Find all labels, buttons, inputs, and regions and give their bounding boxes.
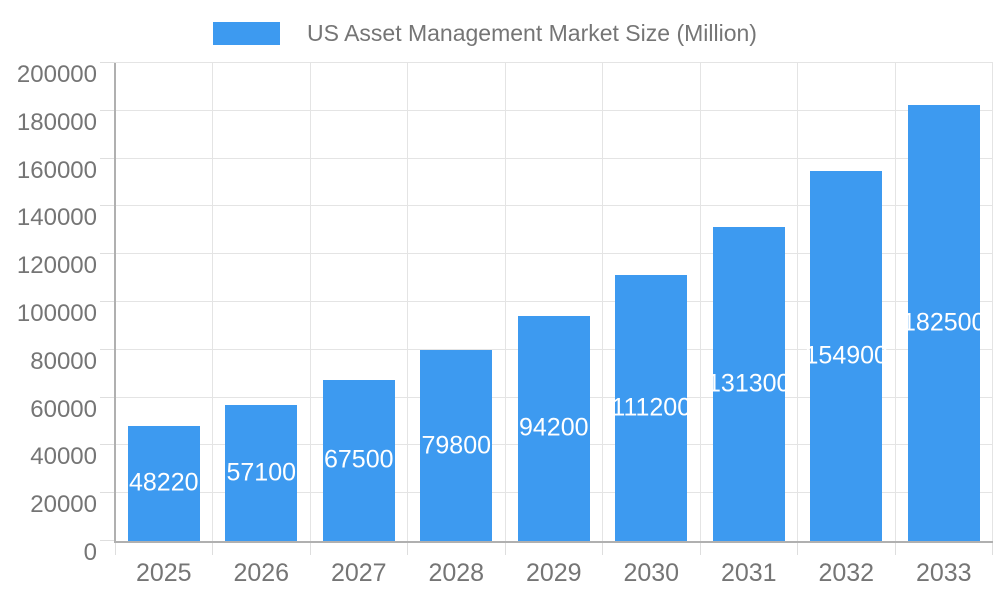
legend[interactable]: US Asset Management Market Size (Million… (213, 22, 757, 45)
bar-2025 (127, 425, 200, 541)
y-axis-label-120000: 120000 (16, 252, 97, 280)
legend-label: US Asset Management Market Size (Million… (307, 20, 757, 46)
gridline-vertical (504, 63, 506, 541)
x-axis-tick (212, 541, 213, 555)
x-axis-label-2030: 2030 (623, 559, 680, 587)
gridline-vertical (992, 63, 993, 541)
x-axis-label-2029: 2029 (525, 559, 582, 587)
x-axis-tick (992, 541, 993, 555)
y-axis-tick (100, 301, 115, 302)
y-axis-tick (100, 540, 115, 541)
y-axis-tick (100, 62, 115, 63)
bar-2033 (907, 104, 980, 541)
bar-2029 (517, 315, 590, 541)
x-axis-label-2033: 2033 (915, 559, 972, 587)
bar-2031 (712, 227, 785, 541)
y-axis-label-180000: 180000 (16, 108, 97, 136)
x-axis-tick (699, 541, 701, 555)
x-axis-label-2032: 2032 (818, 559, 875, 587)
y-axis-label-160000: 160000 (16, 156, 97, 184)
gridline-horizontal (115, 301, 993, 302)
y-axis-tick (100, 205, 115, 207)
y-axis-label-100000: 100000 (16, 300, 97, 327)
x-axis-tick (407, 541, 408, 555)
x-axis-tick (504, 541, 506, 555)
legend-swatch (213, 22, 280, 45)
gridline-horizontal (115, 62, 993, 63)
x-axis-tick (602, 541, 603, 555)
x-axis-tick (797, 541, 798, 555)
gridline-vertical (894, 63, 896, 541)
y-axis-tick (100, 157, 115, 159)
bar-2030 (615, 275, 688, 541)
y-axis-label-20000: 20000 (30, 491, 97, 519)
bar-value-2030: 111200 (611, 393, 692, 422)
y-axis-tick (100, 492, 115, 494)
x-axis-line (114, 541, 993, 543)
y-axis-line (114, 63, 116, 541)
plot-area: 0 20000 40000 60000 80000 100000 120000 140000 1… (17, 62, 993, 586)
y-axis-tick (100, 253, 115, 255)
x-axis-label-2027: 2027 (330, 559, 387, 587)
bar-value-2031: 131300 (707, 369, 791, 398)
y-axis-label-140000: 140000 (16, 204, 97, 232)
y-axis-label-40000: 40000 (30, 443, 97, 471)
x-axis-label-2025: 2025 (135, 559, 192, 587)
y-axis-tick (100, 109, 115, 111)
gridline-vertical (602, 63, 603, 541)
gridline-vertical (212, 63, 213, 541)
x-axis-label-2031: 2031 (720, 559, 777, 587)
bar-value-2033: 182500 (902, 308, 986, 337)
bar-2028 (420, 350, 493, 541)
bar-value-2032: 154900 (804, 341, 888, 370)
bar-value-2025: 48220 (128, 468, 199, 497)
x-axis-tick (894, 541, 896, 555)
y-axis-label-0: 0 (83, 539, 97, 566)
x-axis-label-2026: 2026 (233, 559, 290, 587)
gridline-horizontal (115, 109, 993, 111)
gridline-vertical (699, 63, 701, 541)
y-axis-label-60000: 60000 (30, 395, 97, 423)
gridline-horizontal (115, 253, 993, 255)
bar-2026 (225, 404, 298, 541)
bar-value-2028: 79800 (421, 431, 492, 460)
bar-2032 (810, 170, 883, 541)
y-axis-label-80000: 80000 (30, 347, 97, 375)
gridline-vertical (407, 63, 408, 541)
bar-2027 (322, 379, 395, 541)
y-axis-tick (100, 444, 115, 446)
y-axis-tick (100, 348, 115, 350)
gridline-vertical (797, 63, 798, 541)
bar-value-2026: 57100 (226, 458, 297, 487)
gridline-vertical (309, 63, 311, 541)
gridline-horizontal (115, 157, 993, 159)
bar-value-2027: 67500 (323, 445, 394, 474)
x-axis-tick (114, 541, 116, 555)
x-axis-tick (309, 541, 311, 555)
y-axis-tick (100, 396, 115, 398)
bar-value-2029: 94200 (518, 413, 589, 442)
y-axis-label-200000: 200000 (16, 61, 97, 88)
x-axis-label-2028: 2028 (428, 559, 485, 587)
gridline-horizontal (115, 205, 993, 207)
